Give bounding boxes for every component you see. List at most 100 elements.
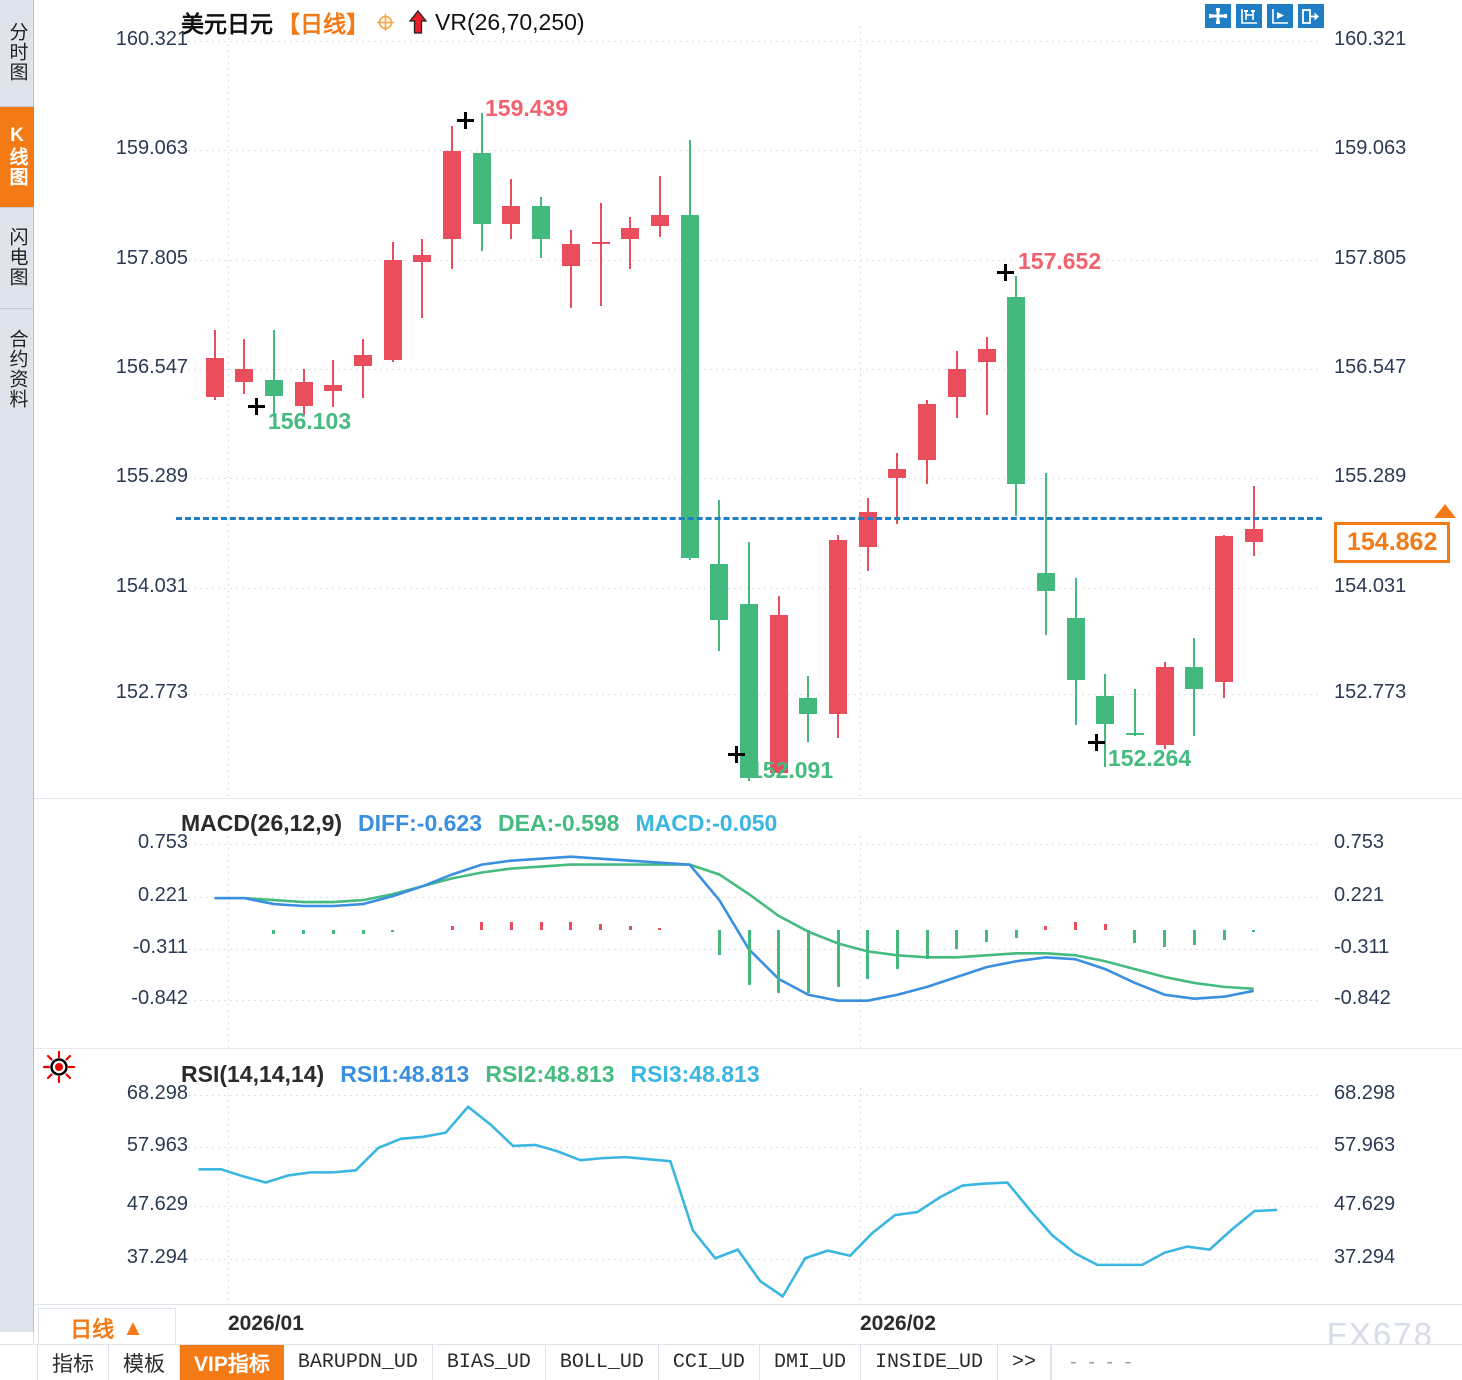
price-axis-label-left: 157.805 <box>115 247 188 269</box>
candlestick[interactable] <box>1036 572 1055 591</box>
candlestick[interactable] <box>1007 296 1026 484</box>
macd-axis-label-left: 0.221 <box>137 884 188 906</box>
indicator-bias[interactable]: BIAS_UD <box>433 1345 546 1380</box>
candlestick[interactable] <box>947 369 966 397</box>
candlestick[interactable] <box>769 614 788 773</box>
up-arrow-icon[interactable] <box>407 10 429 34</box>
exit-icon[interactable] <box>1298 4 1324 28</box>
price-gridline-vertical <box>860 26 861 798</box>
measure-icon[interactable] <box>1236 4 1262 28</box>
candlestick[interactable] <box>1066 618 1085 680</box>
current-price-tag: 154.862 <box>1334 522 1451 563</box>
rsi-line-layer <box>198 1105 1278 1299</box>
macd-histogram-bar <box>1014 929 1018 938</box>
macd-histogram-bar <box>272 929 276 934</box>
candlestick[interactable] <box>650 214 669 226</box>
candlestick[interactable] <box>324 384 343 392</box>
candlestick[interactable] <box>799 698 818 715</box>
candlestick[interactable] <box>710 563 729 620</box>
candlestick[interactable] <box>918 403 937 461</box>
indicators-button[interactable]: 指标 <box>38 1345 109 1380</box>
macd-histogram-bar <box>599 923 603 930</box>
candlestick[interactable] <box>1125 732 1144 735</box>
more-indicators-button[interactable]: >> <box>998 1345 1051 1380</box>
price-axis-label-right: 152.773 <box>1334 681 1407 703</box>
candlestick[interactable] <box>977 349 996 363</box>
rsi-chart-panel[interactable] <box>176 1088 1322 1304</box>
macd-gridline-vertical <box>860 836 861 1048</box>
candlestick[interactable] <box>502 205 521 224</box>
draw-icon[interactable] <box>1267 4 1293 28</box>
indicator-barupdn[interactable]: BARUPDN_UD <box>284 1345 433 1380</box>
macd-histogram-bar <box>1192 929 1196 946</box>
templates-button[interactable]: 模板 <box>109 1345 180 1380</box>
sidebar-item-timeshare[interactable]: 分时图 <box>0 0 34 106</box>
sidebar-item-contract-info[interactable]: 合约资料 <box>0 309 34 431</box>
price-axis-label-right: 155.289 <box>1334 465 1407 487</box>
price-annotation-low: 156.103 <box>268 408 352 434</box>
price-gridline <box>176 478 1322 479</box>
sidebar-item-lightning[interactable]: 闪电图 <box>0 208 34 308</box>
sidebar-item-timeshare-label: 分时图 <box>6 22 28 82</box>
candlestick[interactable] <box>1244 529 1263 542</box>
price-gridline <box>176 260 1322 261</box>
period-selector[interactable]: 日线 ▲ <box>38 1308 176 1348</box>
candlestick[interactable] <box>205 357 224 397</box>
candlestick[interactable] <box>532 205 551 239</box>
rsi2-label: RSI2:48.813 <box>485 1061 615 1087</box>
crosshair-move-icon[interactable] <box>1205 4 1231 28</box>
macd-histogram-bar <box>361 929 365 934</box>
indicator-boll[interactable]: BOLL_UD <box>546 1345 659 1380</box>
candlestick[interactable] <box>443 151 462 240</box>
macd-axis-label-right: -0.842 <box>1334 987 1391 1009</box>
indicator-cci[interactable]: CCI_UD <box>659 1345 760 1380</box>
indicator-inside[interactable]: INSIDE_UD <box>861 1345 998 1380</box>
candlestick[interactable] <box>561 243 580 266</box>
candlestick[interactable] <box>740 603 758 778</box>
candlestick[interactable] <box>413 254 432 263</box>
rsi-gridline <box>176 1206 1322 1207</box>
indicator-dmi[interactable]: DMI_UD <box>760 1345 861 1380</box>
macd-axis-label-right: 0.221 <box>1334 884 1385 906</box>
symbol-label: 美元日元 <box>181 11 273 37</box>
candlestick[interactable] <box>235 369 254 383</box>
candlestick[interactable] <box>1096 696 1115 724</box>
candlestick[interactable] <box>472 153 491 224</box>
price-axis-label-right: 156.547 <box>1334 356 1407 378</box>
macd-histogram-bar <box>747 929 751 985</box>
candlestick[interactable] <box>591 242 610 245</box>
candlestick[interactable] <box>888 469 907 479</box>
macd-header: MACD(26,12,9) DIFF:-0.623 DEA:-0.598 MAC… <box>181 810 777 837</box>
candlestick[interactable] <box>383 260 402 361</box>
sidebar-item-kline[interactable]: K线图 <box>0 107 34 207</box>
candlestick[interactable] <box>621 227 640 240</box>
candlestick[interactable] <box>1185 667 1204 689</box>
rsi-axis-label-right: 37.294 <box>1334 1246 1396 1268</box>
sidebar-item-kline-label: K线图 <box>6 125 28 187</box>
candlestick[interactable] <box>354 354 373 366</box>
vip-indicators-button[interactable]: VIP指标 <box>180 1345 284 1380</box>
candlestick[interactable] <box>1215 536 1234 682</box>
rsi-gridline-vertical <box>860 1088 861 1304</box>
sidebar-divider <box>0 308 33 309</box>
annotation-cross-marker <box>248 398 265 415</box>
candlestick[interactable] <box>294 382 313 406</box>
crosshair-icon[interactable] <box>376 13 395 32</box>
panel-divider-price-macd <box>34 798 1462 799</box>
candle-wick <box>332 360 335 408</box>
candle-wick <box>629 216 632 270</box>
rsi-axis-label-right: 68.298 <box>1334 1082 1396 1104</box>
price-annotation-high: 159.439 <box>485 95 569 121</box>
rsi-name-label: RSI(14,14,14) <box>181 1061 325 1087</box>
macd-histogram-bar <box>866 929 870 979</box>
macd-axis-label-right: 0.753 <box>1334 831 1385 853</box>
price-axis-label-left: 155.289 <box>115 465 188 487</box>
candlestick[interactable] <box>858 511 877 548</box>
candlestick[interactable] <box>680 214 699 559</box>
candlestick[interactable] <box>829 540 848 715</box>
candlestick[interactable] <box>1155 667 1174 746</box>
sun-icon[interactable] <box>42 1050 76 1084</box>
candlestick[interactable] <box>264 380 283 396</box>
price-annotation-low: 152.264 <box>1108 745 1192 771</box>
candle-wick <box>599 203 602 306</box>
